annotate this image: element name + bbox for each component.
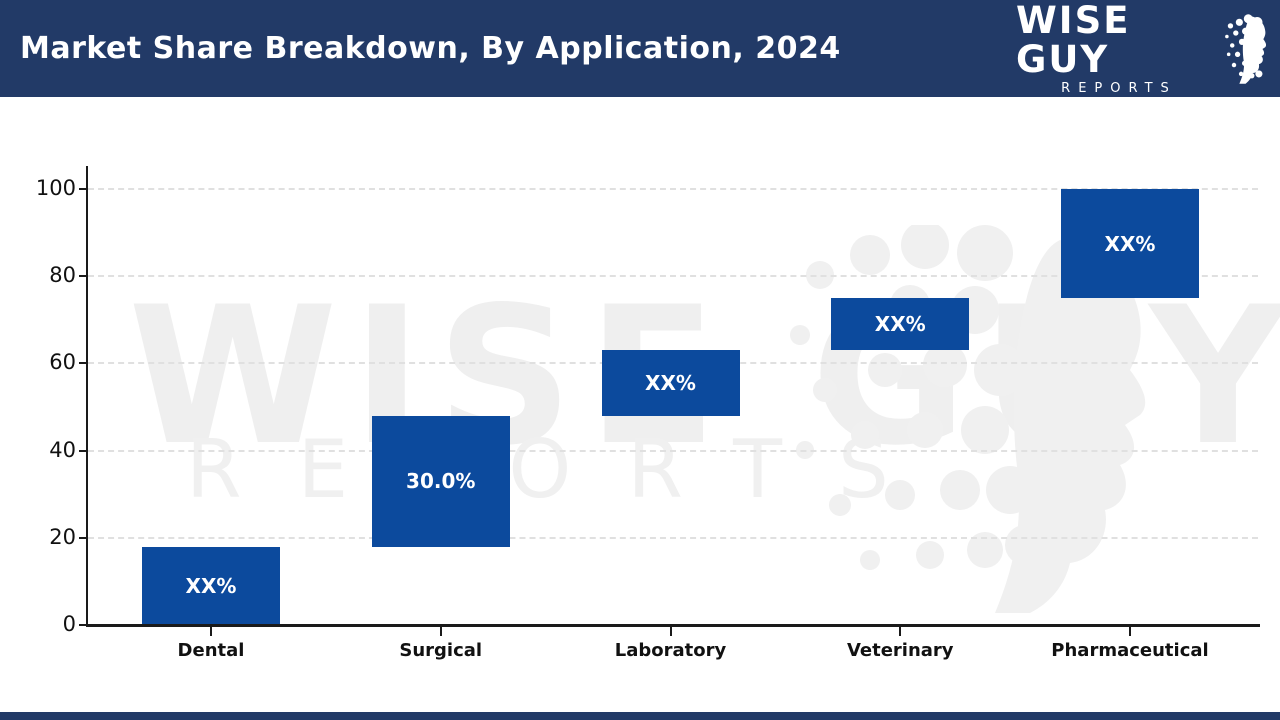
x-category-label-surgical: Surgical — [399, 640, 483, 661]
gridline-80 — [88, 275, 1258, 278]
y-tick-80 — [79, 275, 88, 278]
watermark-text-line2: REPORTS — [186, 423, 945, 516]
y-tick-label-0: 0 — [62, 612, 76, 636]
bar-value-label-laboratory: XX% — [645, 371, 696, 395]
logo-subtitle: REPORTS — [1061, 80, 1177, 96]
x-tick-veterinary — [899, 627, 902, 636]
y-tick-label-100: 100 — [35, 176, 76, 200]
x-category-label-laboratory: Laboratory — [614, 640, 727, 661]
bar-surgical: 30.0% — [371, 415, 510, 547]
x-tick-pharmaceutical — [1129, 627, 1131, 636]
footer-bar — [0, 712, 1280, 720]
y-tick-60 — [79, 362, 88, 365]
gridline-20 — [88, 536, 1258, 539]
bar-dental: XX% — [142, 546, 280, 625]
face-profile-dots-icon — [1225, 14, 1266, 84]
gridline-40 — [88, 449, 1258, 452]
x-axis-line — [86, 624, 1260, 627]
x-category-label-pharmaceutical: Pharmaceutical — [1051, 640, 1209, 661]
header-bar: Market Share Breakdown, By Application, … — [0, 0, 1280, 97]
x-tick-dental — [210, 627, 212, 636]
face-profile-dots-icon — [790, 225, 1146, 613]
gridline-100 — [88, 188, 1258, 190]
bar-laboratory: XX% — [601, 350, 740, 416]
x-category-label-veterinary: Veterinary — [846, 640, 954, 661]
y-axis-line — [86, 166, 88, 626]
bar-pharmaceutical: XX% — [1061, 189, 1199, 298]
y-tick-label-20: 20 — [49, 524, 76, 549]
y-tick-0 — [79, 624, 88, 626]
y-tick-40 — [79, 449, 88, 452]
logo-wordmark: WISE GUY — [1016, 0, 1131, 81]
bar-value-label-surgical: 30.0% — [406, 469, 476, 494]
bar-veterinary: XX% — [831, 298, 970, 351]
y-tick-label-80: 80 — [49, 263, 76, 288]
bar-value-label-pharmaceutical: XX% — [1104, 231, 1156, 256]
bar-value-label-veterinary: XX% — [874, 312, 926, 337]
y-tick-20 — [79, 536, 88, 539]
wise-guy-reports-logo: WISE GUY REPORTS — [1016, 1, 1266, 96]
bar-value-label-dental: XX% — [185, 573, 237, 598]
chart-title: Market Share Breakdown, By Application, … — [20, 31, 841, 66]
x-tick-laboratory — [669, 627, 672, 636]
y-tick-label-60: 60 — [49, 350, 76, 375]
logo-text: WISE GUY REPORTS — [1016, 0, 1214, 96]
y-tick-100 — [79, 188, 88, 190]
x-category-label-dental: Dental — [177, 640, 245, 661]
x-tick-surgical — [439, 627, 442, 636]
y-tick-label-40: 40 — [49, 437, 76, 462]
